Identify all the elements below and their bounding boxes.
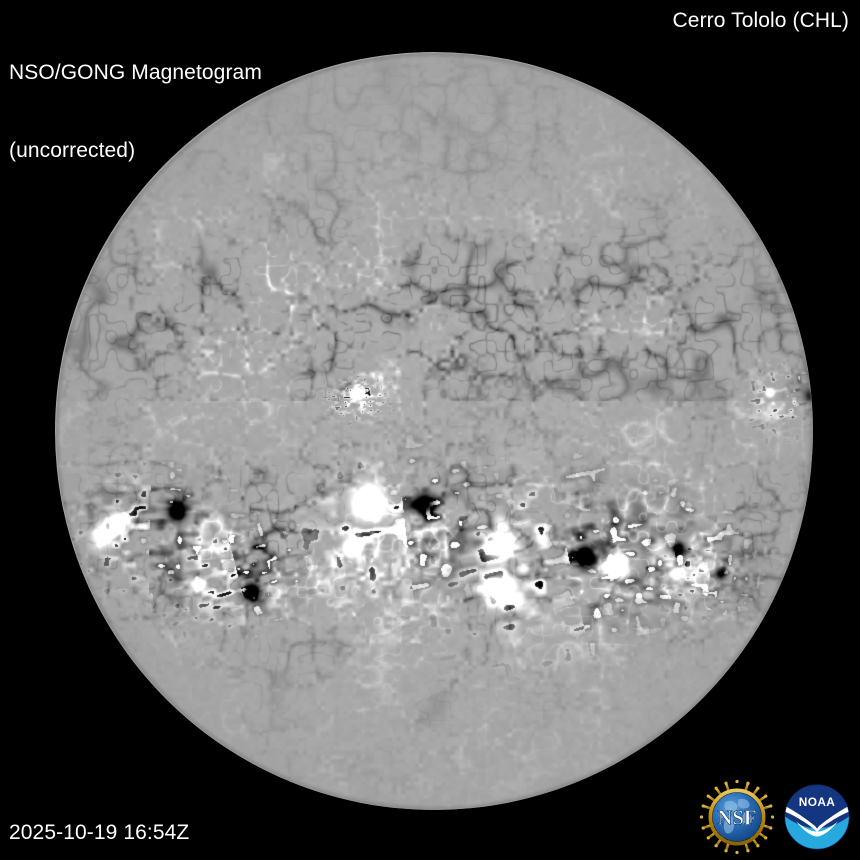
observatory-site-label: Cerro Tololo (CHL): [672, 9, 849, 32]
observation-timestamp: 2025-10-19 16:54Z: [9, 821, 190, 844]
instrument-subtitle: (uncorrected): [9, 139, 136, 162]
nsf-logo: NSF: [700, 780, 774, 854]
noaa-logo: NOAA: [782, 782, 852, 852]
page-title: NSO/GONG Magnetogram (uncorrected): [9, 8, 262, 216]
magnetogram-disk-canvas: [55, 52, 813, 810]
nsf-wordmark: NSF: [717, 807, 756, 829]
instrument-title: NSO/GONG Magnetogram: [9, 61, 262, 84]
noaa-wordmark: NOAA: [799, 795, 835, 809]
sponsor-logos: NSF NOAA: [700, 778, 852, 856]
